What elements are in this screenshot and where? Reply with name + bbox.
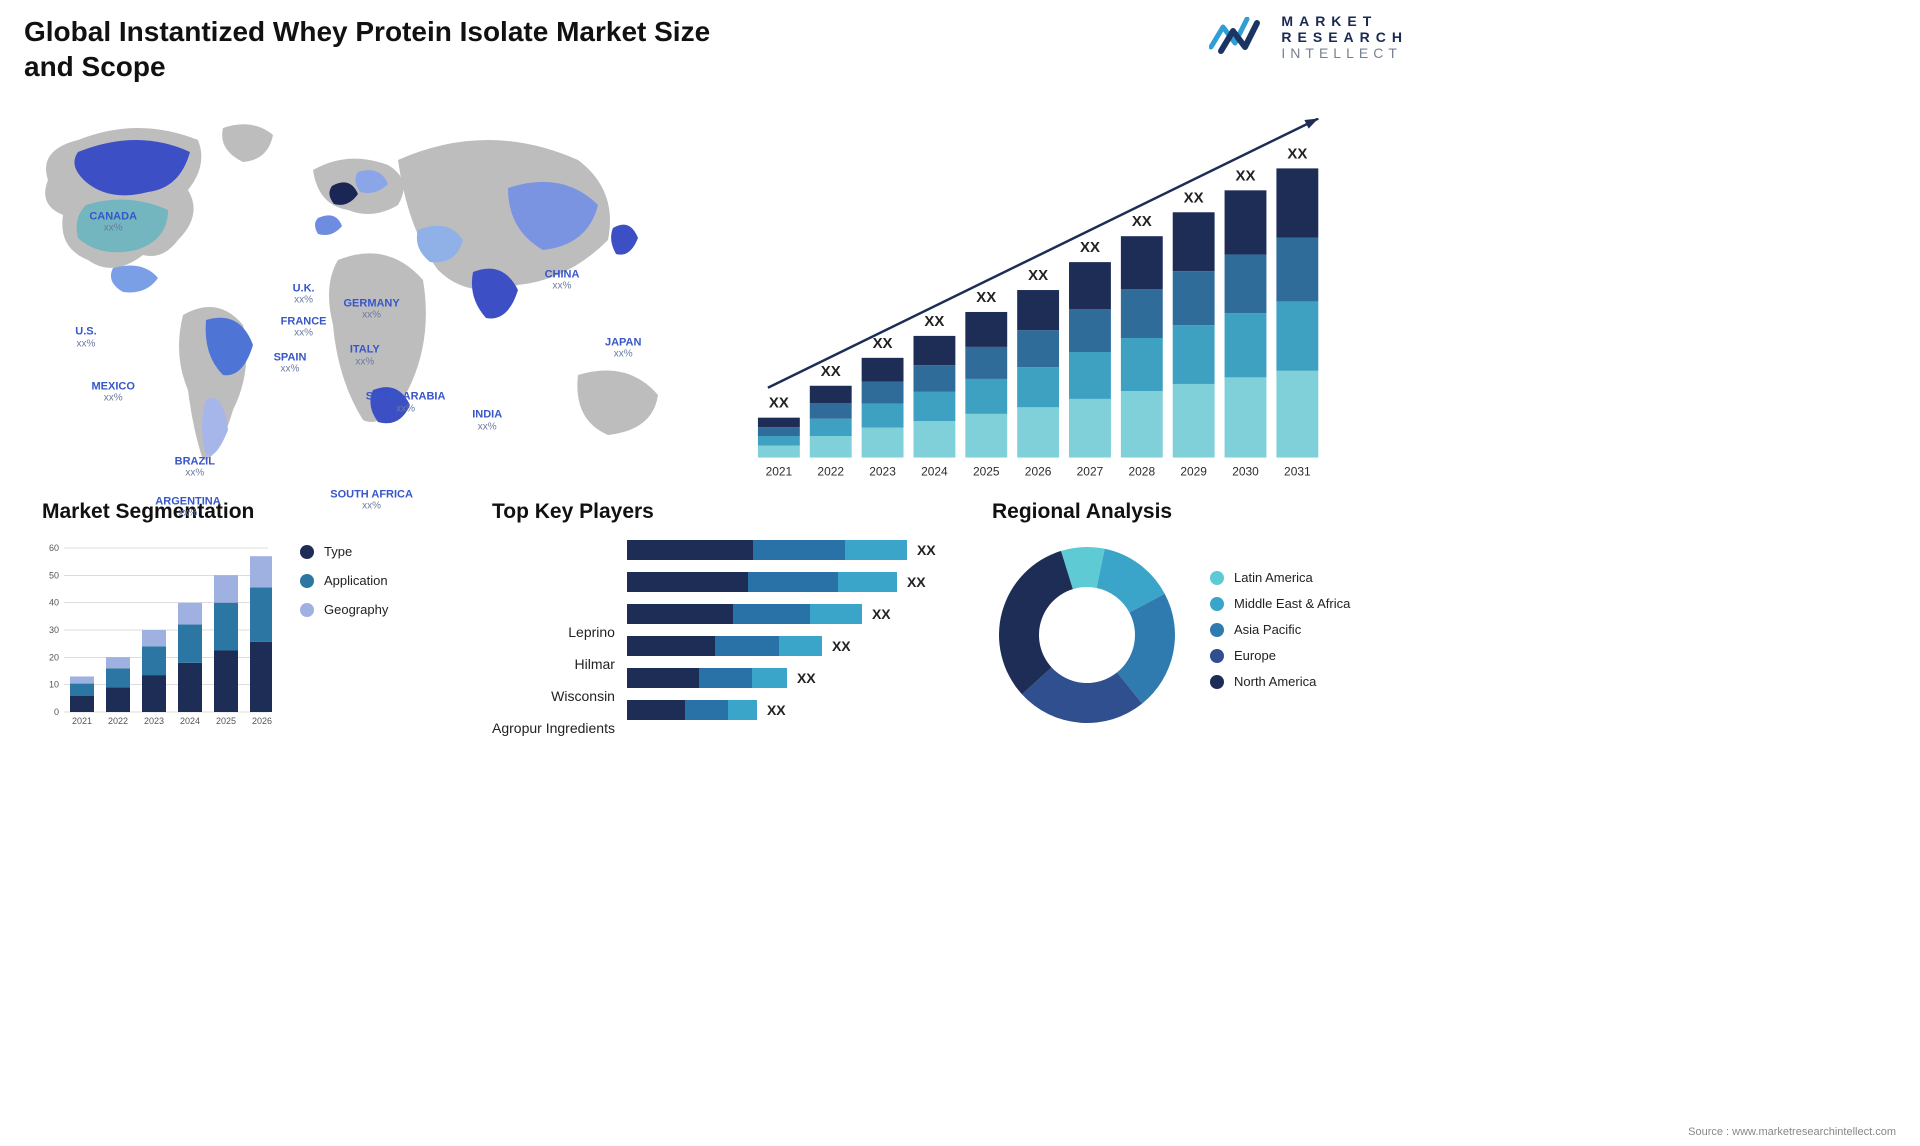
map-label: U.K.xx% [293,283,315,306]
map-label: INDIAxx% [472,409,502,432]
svg-text:2023: 2023 [869,464,896,478]
svg-text:2023: 2023 [144,716,164,726]
svg-text:XX: XX [769,395,789,412]
legend-item: Europe [1210,648,1350,663]
player-bar: XX [627,636,851,656]
regional-panel: Regional Analysis Latin America Middle Ea… [992,500,1416,740]
svg-text:2022: 2022 [817,464,844,478]
map-label: JAPANxx% [605,337,641,360]
players-bars: XX XX XX XX XX XX [627,540,942,740]
segmentation-legend: Type Application Geography [300,544,388,631]
svg-text:2031: 2031 [1284,464,1311,478]
legend-item: North America [1210,674,1350,689]
svg-text:0: 0 [54,707,59,717]
svg-text:XX: XX [1287,145,1307,162]
svg-text:XX: XX [1184,189,1204,206]
legend-item: Geography [300,602,388,617]
svg-text:2026: 2026 [252,716,272,726]
svg-text:2024: 2024 [180,716,200,726]
map-label: U.S.xx% [75,326,96,349]
player-label: Leprino [568,622,615,642]
brand-logo: MARKET RESEARCH INTELLECT [1209,14,1408,60]
svg-text:2026: 2026 [1025,464,1052,478]
players-labels: Leprino Hilmar Wisconsin Agropur Ingredient… [492,540,627,740]
svg-text:40: 40 [49,598,59,608]
svg-text:10: 10 [49,680,59,690]
map-label: FRANCExx% [281,315,327,338]
svg-text:XX: XX [821,363,841,380]
svg-text:2025: 2025 [973,464,1000,478]
logo-text-1: MARKET [1281,14,1408,28]
map-label: BRAZILxx% [175,456,215,479]
world-map: CANADAxx%U.S.xx%MEXICOxx%BRAZILxx%ARGENT… [18,110,698,490]
svg-text:2021: 2021 [72,716,92,726]
legend-item: Middle East & Africa [1210,596,1350,611]
svg-text:30: 30 [49,625,59,635]
player-label: Wisconsin [551,686,615,706]
map-label: CANADAxx% [89,210,137,233]
svg-text:XX: XX [924,313,944,330]
player-bar: XX [627,668,816,688]
player-bar: XX [627,572,926,592]
svg-text:2027: 2027 [1077,464,1104,478]
svg-text:XX: XX [1236,167,1256,184]
map-label: SAUDI ARABIAxx% [366,391,446,414]
legend-item: Latin America [1210,570,1350,585]
svg-text:60: 60 [49,543,59,553]
svg-text:20: 20 [49,652,59,662]
source-label: Source : www.marketresearchintellect.com [1688,1126,1896,1138]
svg-text:2024: 2024 [921,464,948,478]
logo-text-3: INTELLECT [1281,46,1408,60]
player-bar: XX [627,700,786,720]
page-title: Global Instantized Whey Protein Isolate … [24,14,754,84]
legend-item: Application [300,573,388,588]
regional-title: Regional Analysis [992,500,1416,524]
segmentation-chart: 0 10 20 30 40 50 60 2021 2022 2023 2024 2025 2026 [42,540,272,730]
map-label: CHINAxx% [545,268,580,291]
logo-text-2: RESEARCH [1281,30,1408,44]
player-label: Hilmar [575,654,615,674]
player-bar: XX [627,604,891,624]
map-label: ARGENTINAxx% [155,496,220,519]
map-label: SPAINxx% [274,351,307,374]
player-label: Agropur Ingredients [492,718,615,738]
svg-text:2030: 2030 [1232,464,1259,478]
svg-text:2025: 2025 [216,716,236,726]
map-label: ITALYxx% [350,344,380,367]
svg-text:50: 50 [49,570,59,580]
svg-text:2022: 2022 [108,716,128,726]
regional-legend: Latin America Middle East & Africa Asia Pa… [1210,570,1350,700]
legend-item: Type [300,544,388,559]
svg-text:XX: XX [1028,267,1048,284]
svg-text:XX: XX [1132,213,1152,230]
players-panel: Top Key Players Leprino Hilmar Wisconsin Ag… [492,500,942,740]
regional-donut [992,540,1182,730]
map-label: MEXICOxx% [91,380,134,403]
svg-text:2029: 2029 [1180,464,1207,478]
legend-item: Asia Pacific [1210,622,1350,637]
forecast-chart-svg: XX 2021 XX 2022 XX 2023 XX 2024 XX 2025 XX 2026 XX 20… [738,118,1416,488]
forecast-chart: XX 2021 XX 2022 XX 2023 XX 2024 XX 2025 XX 2026 XX 20… [738,118,1416,488]
svg-text:2028: 2028 [1129,464,1156,478]
svg-text:2021: 2021 [766,464,793,478]
svg-text:XX: XX [1080,239,1100,256]
svg-text:XX: XX [873,335,893,352]
logo-mark-icon [1209,17,1271,57]
segmentation-panel: Market Segmentation 01020304050602021202… [42,500,442,740]
player-bar: XX [627,540,936,560]
map-label: GERMANYxx% [343,297,399,320]
svg-text:XX: XX [976,289,996,306]
players-title: Top Key Players [492,500,942,524]
map-label: SOUTH AFRICAxx% [330,488,413,511]
